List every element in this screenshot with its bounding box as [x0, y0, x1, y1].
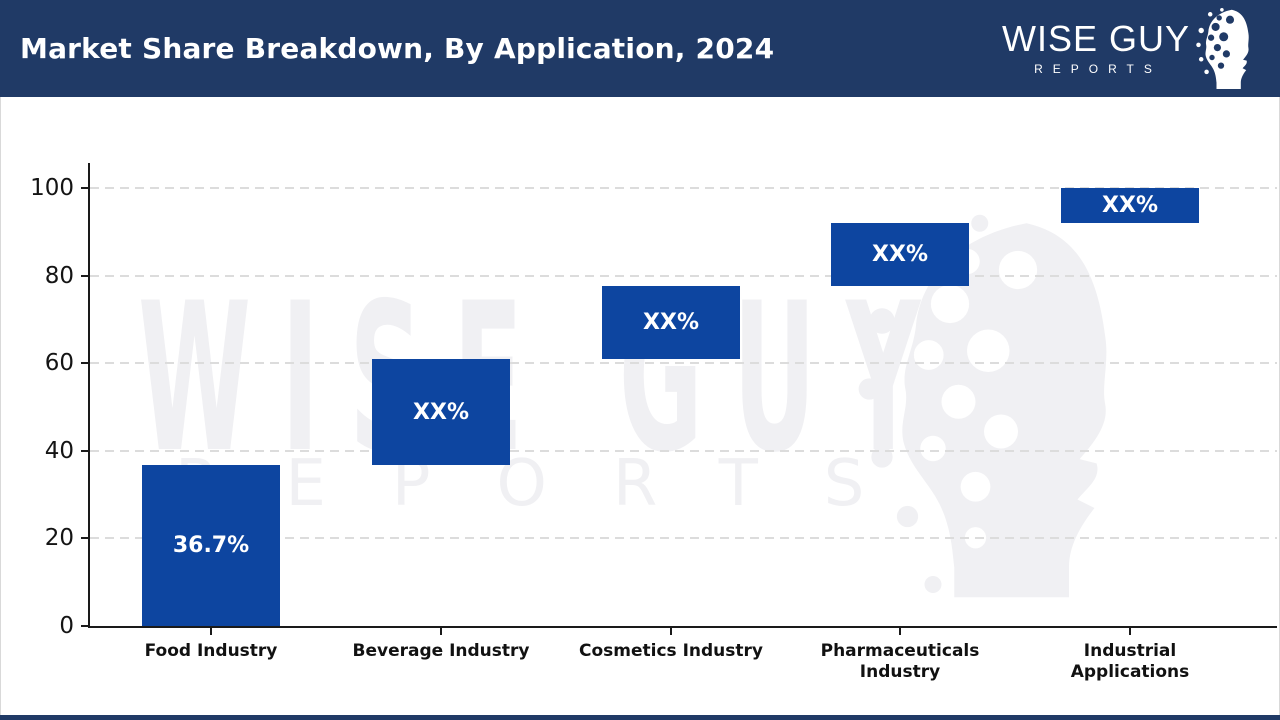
category-label-line: Food Industry	[144, 641, 278, 661]
bar-cosmetics-industry: XX%	[602, 286, 740, 359]
header: Market Share Breakdown, By Application, …	[0, 0, 1280, 97]
bar-value-label-food-industry: 36.7%	[172, 533, 250, 559]
x-tick-cosmetics-industry	[670, 628, 672, 635]
category-label-beverage-industry: Beverage Industry	[331, 641, 551, 662]
wiseguy-logo: WISE GUY REPORTS	[1002, 7, 1266, 90]
y-tick-label-40: 40	[44, 437, 74, 464]
y-tick-0	[81, 625, 88, 627]
y-tick-label-100: 100	[30, 175, 74, 201]
bar-beverage-industry: XX%	[372, 358, 510, 466]
category-label-line: Cosmetics Industry	[579, 641, 763, 661]
category-label-food-industry: Food Industry	[101, 641, 321, 662]
y-tick-20	[81, 537, 88, 540]
logo-text: WISE GUY REPORTS	[1001, 18, 1190, 77]
y-tick-label-60: 60	[44, 350, 74, 377]
y-tick-label-20: 20	[44, 525, 74, 552]
gridline-100	[90, 187, 1277, 189]
bar-value-label-industrial-applications: XX%	[1102, 193, 1158, 219]
bar-industrial-applications: XX%	[1061, 188, 1199, 224]
bar-pharmaceuticals-industry: XX%	[831, 223, 969, 287]
gridline-80	[90, 274, 1277, 277]
logo-head-icon	[1196, 8, 1249, 89]
bar-value-label-pharmaceuticals-industry: XX%	[872, 242, 928, 268]
logo-wordmark: WISE GUY	[1001, 18, 1190, 59]
footer-bar	[0, 715, 1280, 720]
x-tick-pharmaceuticals-industry	[899, 628, 901, 635]
gridline-20	[90, 537, 1277, 540]
x-axis-line	[88, 626, 1277, 628]
bar-food-industry: 36.7%	[142, 465, 280, 626]
y-tick-60	[81, 362, 88, 365]
logo-subtext: REPORTS	[1034, 62, 1162, 76]
category-label-line: Industry	[859, 662, 941, 682]
category-label-line: Beverage Industry	[352, 641, 530, 661]
page-title: Market Share Breakdown, By Application, …	[20, 32, 775, 65]
gridline-60	[90, 362, 1277, 365]
x-tick-beverage-industry	[440, 628, 442, 635]
x-tick-industrial-applications	[1129, 628, 1131, 635]
gridline-40	[90, 449, 1277, 452]
y-axis-line	[88, 163, 90, 628]
x-tick-food-industry	[210, 628, 212, 635]
category-label-line: Industrial	[1083, 641, 1177, 661]
bar-value-label-cosmetics-industry: XX%	[643, 309, 699, 335]
y-tick-100	[81, 187, 88, 189]
category-label-pharmaceuticals-industry: Pharmaceuticals Industry	[790, 641, 1010, 683]
category-label-line: Pharmaceuticals	[820, 641, 980, 661]
category-label-industrial-applications: Industrial Applications	[1020, 641, 1240, 683]
category-label-cosmetics-industry: Cosmetics Industry	[561, 641, 781, 662]
y-tick-label-0: 0	[59, 613, 74, 639]
y-tick-80	[81, 274, 88, 277]
category-label-line: Applications	[1070, 662, 1190, 682]
bar-value-label-beverage-industry: XX%	[413, 399, 469, 425]
y-tick-label-80: 80	[44, 262, 74, 289]
y-tick-40	[81, 449, 88, 452]
